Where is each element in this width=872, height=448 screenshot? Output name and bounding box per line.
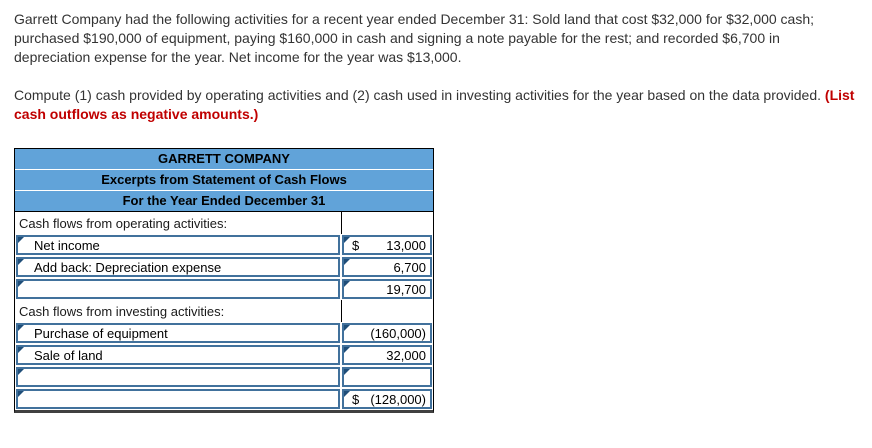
row-label: Purchase of equipment <box>34 325 168 341</box>
table-row-operating-subtotal: 19,700 <box>15 278 433 300</box>
worksheet-company-title: GARRETT COMPANY <box>15 149 433 170</box>
amount-input[interactable]: 32,000 <box>342 345 432 365</box>
answer-marker-icon <box>344 281 350 287</box>
table-row-purchase-equipment: Purchase of equipment (160,000) <box>15 322 433 344</box>
instructions-text: Compute (1) cash provided by operating a… <box>14 87 825 103</box>
section-label: Cash flows from investing activities: <box>19 303 225 319</box>
label-input[interactable]: Sale of land <box>16 345 340 365</box>
table-row-investing-total: $ (128,000) <box>15 388 433 410</box>
section-label: Cash flows from operating activities: <box>19 215 228 231</box>
amount-input[interactable]: 6,700 <box>342 257 432 277</box>
table-row-sale-of-land: Sale of land 32,000 <box>15 344 433 366</box>
instructions-emphasis: (List cash outflows as negative amounts.… <box>14 87 855 122</box>
amount-value: 13,000 <box>386 237 426 253</box>
label-input[interactable]: Add back: Depreciation expense <box>16 257 340 277</box>
label-input[interactable]: Purchase of equipment <box>16 323 340 343</box>
table-row-investing-section: Cash flows from investing activities: <box>15 300 433 322</box>
amount-value: (160,000) <box>370 325 426 341</box>
label-input[interactable]: Net income <box>16 235 340 255</box>
amount-value: 19,700 <box>386 281 426 297</box>
currency-symbol: $ <box>352 391 360 407</box>
section-amount-cell <box>341 300 433 322</box>
amount-input[interactable]: $ (128,000) <box>342 389 432 409</box>
amount-input[interactable] <box>342 367 432 387</box>
worksheet-period-title: For the Year Ended December 31 <box>15 191 433 212</box>
answer-marker-icon <box>18 347 24 353</box>
section-amount-cell <box>341 212 433 234</box>
table-row-net-income: Net income $ 13,000 <box>15 234 433 256</box>
answer-marker-icon <box>18 237 24 243</box>
table-row-depreciation: Add back: Depreciation expense 6,700 <box>15 256 433 278</box>
row-label: Net income <box>34 237 100 253</box>
label-input[interactable] <box>16 279 340 299</box>
table-row-operating-section: Cash flows from operating activities: <box>15 212 433 234</box>
amount-input[interactable]: (160,000) <box>342 323 432 343</box>
row-label: Add back: Depreciation expense <box>34 259 222 275</box>
amount-input[interactable]: 19,700 <box>342 279 432 299</box>
answer-marker-icon <box>344 325 350 331</box>
amount-value: 6,700 <box>393 259 426 275</box>
currency-symbol: $ <box>352 237 360 253</box>
label-input[interactable] <box>16 389 340 409</box>
amount-value: 32,000 <box>386 347 426 363</box>
answer-marker-icon <box>18 259 24 265</box>
answer-marker-icon <box>344 391 350 397</box>
table-row-blank <box>15 366 433 388</box>
answer-marker-icon <box>18 325 24 331</box>
answer-marker-icon <box>344 369 350 375</box>
answer-marker-icon <box>18 369 24 375</box>
amount-input[interactable]: $ 13,000 <box>342 235 432 255</box>
amount-value: (128,000) <box>370 391 426 407</box>
cash-flow-worksheet: GARRETT COMPANY Excerpts from Statement … <box>14 148 434 413</box>
instructions: Compute (1) cash provided by operating a… <box>14 86 858 124</box>
worksheet-statement-title: Excerpts from Statement of Cash Flows <box>15 170 433 191</box>
answer-marker-icon <box>18 391 24 397</box>
answer-marker-icon <box>344 259 350 265</box>
label-input[interactable] <box>16 367 340 387</box>
answer-marker-icon <box>344 347 350 353</box>
problem-statement: Garrett Company had the following activi… <box>14 11 815 65</box>
row-label: Sale of land <box>34 347 103 363</box>
answer-marker-icon <box>344 237 350 243</box>
answer-marker-icon <box>18 281 24 287</box>
